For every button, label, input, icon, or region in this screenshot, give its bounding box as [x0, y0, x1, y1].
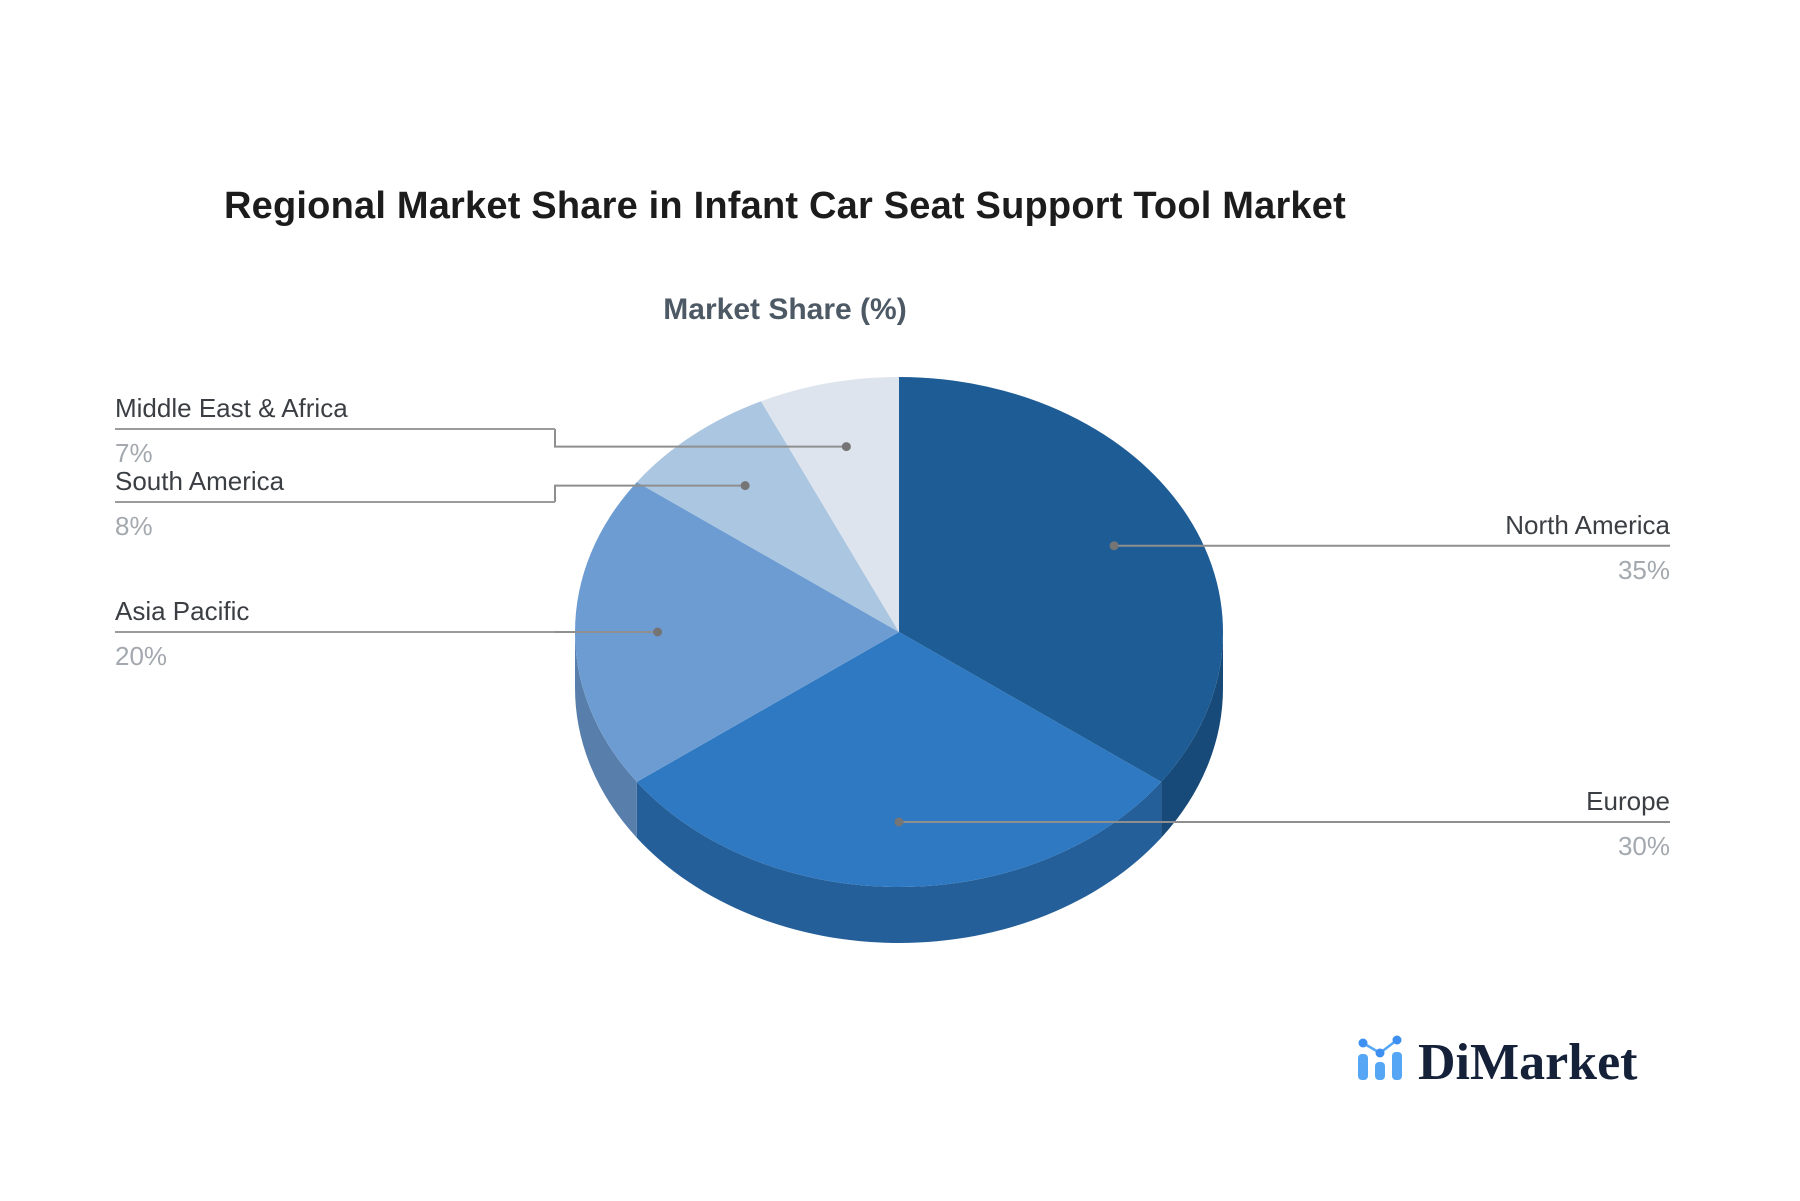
chart-subtitle: Market Share (%) — [663, 293, 907, 326]
pie-slice-4[interactable] — [761, 377, 899, 632]
leader-dot — [841, 442, 851, 452]
bar-chart-logo-icon — [1356, 1034, 1406, 1085]
slice-label-north-america: North America — [1505, 509, 1670, 540]
slice-label-middle-east-africa: Middle East & Africa — [115, 393, 348, 423]
bar-chart-logo-glyph — [1358, 1035, 1402, 1080]
pie-slice-depth — [575, 632, 637, 838]
pie-slice-3[interactable] — [636, 401, 899, 632]
leader-line — [554, 429, 847, 448]
leader-dot — [1109, 541, 1119, 551]
leader-dot — [740, 481, 750, 491]
slice-value-asia-pacific: 20% — [115, 641, 168, 671]
slice-value-north-america: 35% — [1617, 554, 1670, 585]
slice-label-rule-asia-pacific — [115, 631, 555, 633]
slice-value-middle-east-africa: 7% — [115, 438, 153, 468]
pie-slice-2[interactable] — [575, 482, 899, 782]
brand-logo: DiMarket — [1356, 1034, 1638, 1092]
chart-title: Regional Market Share in Infant Car Seat… — [224, 185, 1346, 227]
pie-slice-1[interactable] — [636, 632, 1162, 888]
slice-label-europe: Europe — [1586, 785, 1670, 816]
leader-dot — [653, 627, 663, 637]
slice-value-south-america: 8% — [115, 511, 153, 541]
pie-slice-depth — [636, 781, 1162, 943]
slice-label-south-america: South America — [115, 466, 285, 496]
leader-dot — [894, 817, 904, 827]
slice-label-asia-pacific: Asia Pacific — [115, 596, 250, 626]
slice-label-rule-south-america — [115, 501, 555, 503]
slice-value-europe: 30% — [1617, 830, 1670, 861]
pie-slice-depth — [1161, 632, 1223, 838]
slice-label-rule-middle-east-africa — [115, 428, 555, 430]
leader-line — [554, 484, 746, 502]
pie-slice-0[interactable] — [899, 377, 1224, 782]
brand-logo-text: DiMarket — [1418, 1034, 1638, 1092]
